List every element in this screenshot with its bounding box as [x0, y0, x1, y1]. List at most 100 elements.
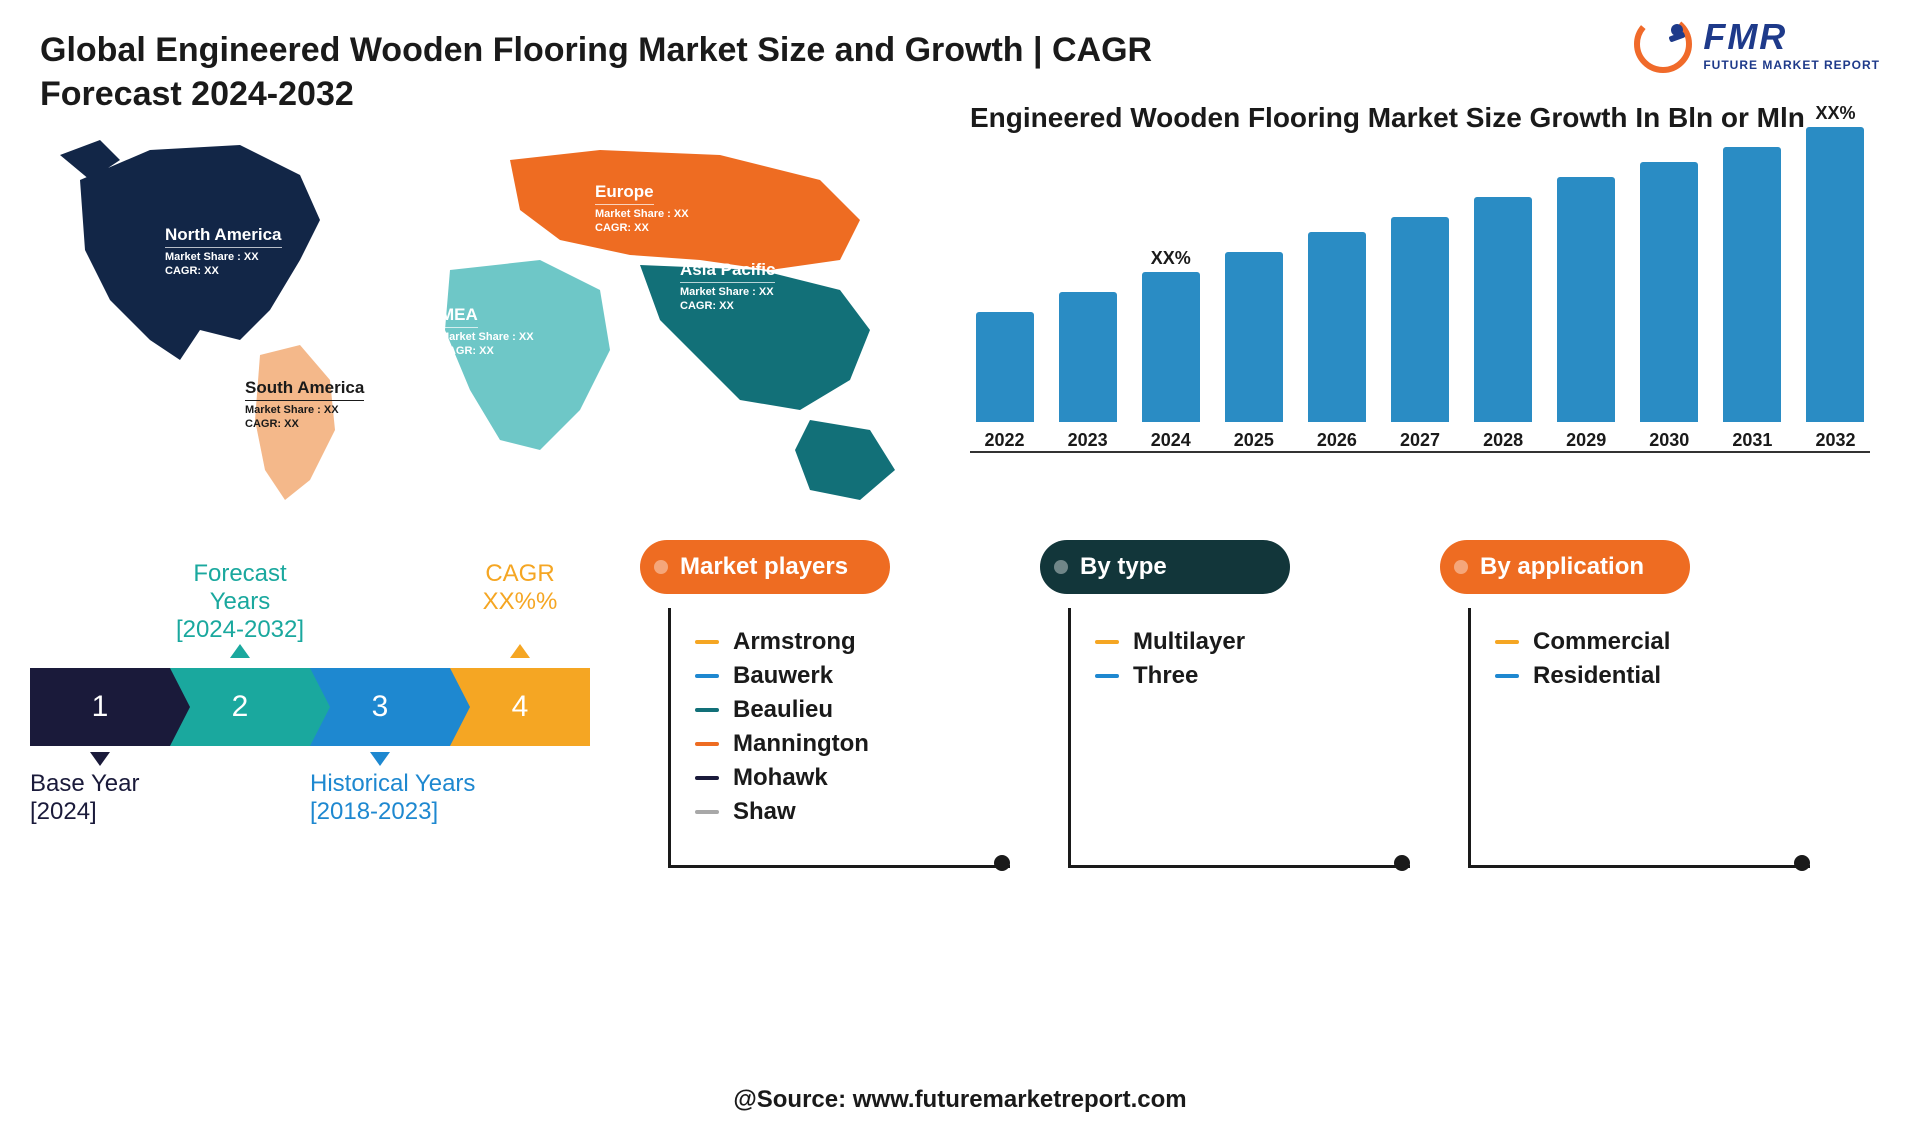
panel-item: Residential [1495, 662, 1810, 690]
color-chip-icon [1095, 674, 1119, 678]
bar-column: 2029 [1552, 177, 1621, 451]
panel-title: By application [1480, 553, 1644, 581]
panel-title: Market players [680, 553, 848, 581]
bar-callout: XX% [1151, 248, 1191, 269]
growth-bar-chart: Engineered Wooden Flooring Market Size G… [970, 100, 1870, 453]
color-chip-icon [1495, 674, 1519, 678]
panel-header: By type [1040, 540, 1290, 594]
bar-column: 2031 [1718, 147, 1787, 451]
bar-year-label: 2032 [1815, 430, 1855, 451]
bar-year-label: 2027 [1400, 430, 1440, 451]
panel-body: Multilayer Three [1068, 608, 1410, 868]
bar-column: XX%2032 [1801, 127, 1870, 451]
bar-year-label: 2029 [1566, 430, 1606, 451]
fmr-logo: FMR FUTURE MARKET REPORT [1631, 12, 1880, 76]
bullet-icon [1454, 560, 1468, 574]
chart-bars: 20222023XX%20242025202620272028202920302… [970, 153, 1870, 453]
panel: By type Multilayer Three [1040, 540, 1410, 868]
bar [976, 312, 1034, 422]
bar [1059, 292, 1117, 422]
timeline-bar: 1 2 3 4 [30, 668, 590, 746]
pointer-up-icon [230, 644, 250, 658]
bar [1225, 252, 1283, 422]
panel: By application Commercial Residential [1440, 540, 1810, 868]
map-label-north-america: North America Market Share : XX CAGR: XX [165, 225, 282, 279]
panel-item: Multilayer [1095, 628, 1410, 656]
map-label-asia-pacific: Asia Pacific Market Share : XX CAGR: XX [680, 260, 775, 314]
color-chip-icon [695, 674, 719, 678]
panel-item-label: Bauwerk [733, 662, 833, 690]
panel-item-label: Beaulieu [733, 696, 833, 724]
pointer-down-icon [90, 752, 110, 766]
panel-item: Three [1095, 662, 1410, 690]
map-label-europe: Europe Market Share : XX CAGR: XX [595, 182, 689, 236]
forecast-range: [2024-2032] [170, 616, 310, 644]
timeline-seg-1: 1 [30, 668, 170, 746]
panel-item-label: Multilayer [1133, 628, 1245, 656]
world-map: North America Market Share : XX CAGR: XX… [40, 130, 920, 510]
color-chip-icon [1095, 640, 1119, 644]
bar-year-label: 2031 [1732, 430, 1772, 451]
logo-main-text: FMR [1703, 16, 1880, 58]
timeline-seg-3: 3 [310, 668, 450, 746]
color-chip-icon [695, 810, 719, 814]
bar-year-label: 2025 [1234, 430, 1274, 451]
panel-item: Commercial [1495, 628, 1810, 656]
panel-item-label: Mohawk [733, 764, 828, 792]
color-chip-icon [695, 776, 719, 780]
bar-column: 2030 [1635, 162, 1704, 451]
panel-header: Market players [640, 540, 890, 594]
chart-title: Engineered Wooden Flooring Market Size G… [970, 100, 1870, 135]
bar-column: 2022 [970, 312, 1039, 451]
panel-body: ArmstrongBauwerkBeaulieuManningtonMohawk… [668, 608, 1010, 868]
base-year-label: Base Year [30, 770, 170, 798]
bar-column: 2028 [1469, 197, 1538, 451]
bar [1474, 197, 1532, 422]
bar-year-label: 2024 [1151, 430, 1191, 451]
bar-year-label: 2022 [985, 430, 1025, 451]
bar-year-label: 2026 [1317, 430, 1357, 451]
historical-range: [2018-2023] [310, 798, 492, 826]
bar [1142, 272, 1200, 422]
pointer-down-icon [370, 752, 390, 766]
timeline-seg-4: 4 [450, 668, 590, 746]
bar-column: 2023 [1053, 292, 1122, 451]
cagr-label: CAGR [450, 560, 590, 588]
bar [1308, 232, 1366, 422]
panel-body: Commercial Residential [1468, 608, 1810, 868]
timeline: Forecast Years [2024-2032] CAGR XX%% 1 2… [30, 560, 590, 826]
bar [1640, 162, 1698, 422]
bar-column: 2025 [1219, 252, 1288, 451]
bar [1723, 147, 1781, 422]
timeline-seg-2: 2 [170, 668, 310, 746]
bar-callout: XX% [1815, 103, 1855, 124]
bar-year-label: 2030 [1649, 430, 1689, 451]
panel-item-label: Three [1133, 662, 1198, 690]
source-attribution: @Source: www.futuremarketreport.com [733, 1086, 1186, 1114]
panel-item-label: Residential [1533, 662, 1661, 690]
panel-header: By application [1440, 540, 1690, 594]
panel-item-label: Armstrong [733, 628, 856, 656]
map-label-south-america: South America Market Share : XX CAGR: XX [245, 378, 364, 432]
pointer-up-icon [510, 644, 530, 658]
fmr-logo-icon [1631, 12, 1695, 76]
historical-label: Historical Years [310, 770, 492, 798]
bullet-icon [654, 560, 668, 574]
panel-item-label: Shaw [733, 798, 796, 826]
bar-column: XX%2024 [1136, 272, 1205, 451]
bar [1806, 127, 1864, 422]
bar-year-label: 2023 [1068, 430, 1108, 451]
bullet-icon [1054, 560, 1068, 574]
category-panels: Market playersArmstrongBauwerkBeaulieuMa… [640, 540, 1810, 868]
forecast-label: Forecast Years [170, 560, 310, 616]
bar [1391, 217, 1449, 422]
panel: Market playersArmstrongBauwerkBeaulieuMa… [640, 540, 1010, 868]
panel-item: Beaulieu [695, 696, 1010, 724]
logo-sub-text: FUTURE MARKET REPORT [1703, 58, 1880, 72]
panel-title: By type [1080, 553, 1167, 581]
panel-item-label: Commercial [1533, 628, 1670, 656]
color-chip-icon [695, 708, 719, 712]
panel-item: Shaw [695, 798, 1010, 826]
panel-item: Bauwerk [695, 662, 1010, 690]
bar-year-label: 2028 [1483, 430, 1523, 451]
